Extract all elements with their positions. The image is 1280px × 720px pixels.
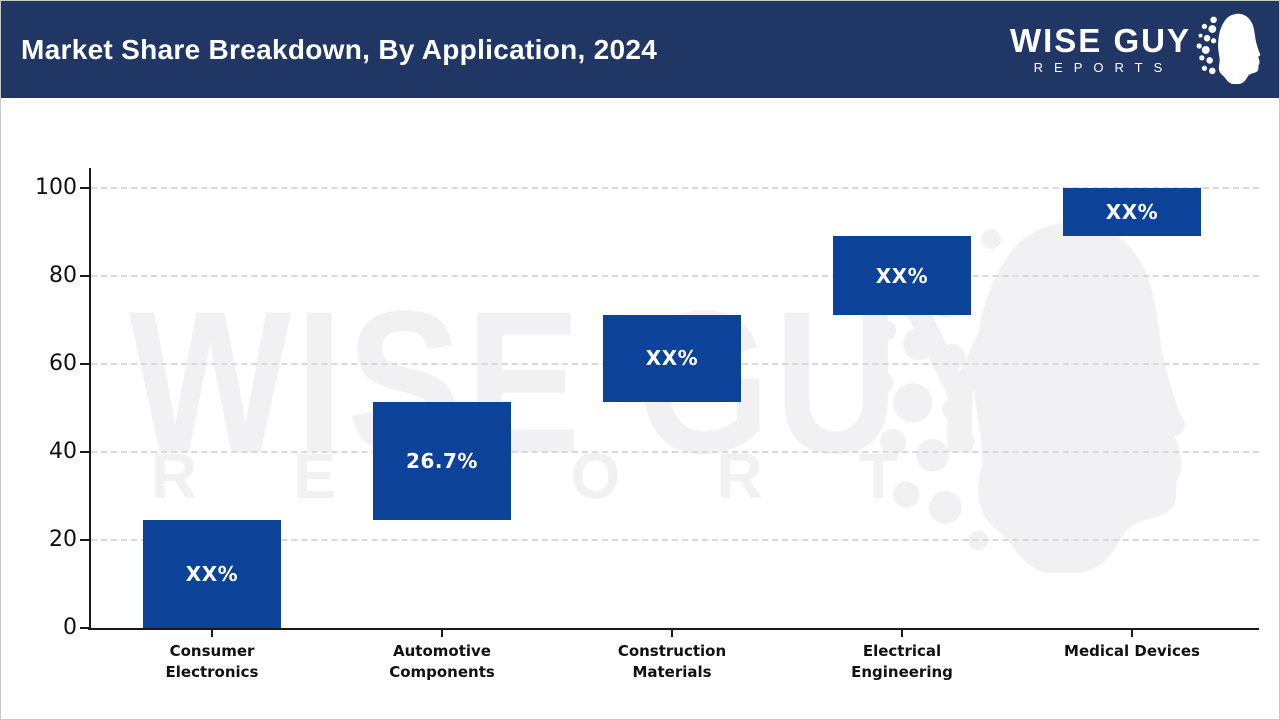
bar-value-label-consumer-electronics: XX% [185, 561, 239, 586]
gridline-80 [91, 275, 1259, 277]
x-tick-automotive-components [441, 630, 443, 637]
y-tick-60 [80, 363, 89, 365]
y-tick-80 [80, 275, 89, 277]
bar-value-label-electrical-engineering: XX% [875, 263, 929, 288]
y-tick-100 [80, 187, 89, 189]
logo-head-icon [1196, 13, 1261, 84]
page-title: Market Share Breakdown, By Application, … [21, 33, 658, 65]
x-axis-label-construction-materials: Construction Materials [552, 641, 792, 683]
x-axis-label-medical-devices: Medical Devices [1012, 641, 1252, 662]
x-axis-label-line: Construction [617, 642, 727, 660]
y-tick-40 [80, 451, 89, 453]
bar-consumer-electronics: XX% [143, 519, 281, 628]
y-tick-label-60: 60 [49, 351, 77, 376]
y-tick-label-100: 100 [35, 175, 77, 200]
logo-wordmark: WISE GUY [1009, 21, 1191, 59]
bar-automotive-components: 26.7% [373, 402, 511, 520]
logo-subtitle: REPORTS [1033, 59, 1174, 75]
x-axis-label-line: Consumer [169, 642, 255, 660]
bar-construction-materials: XX% [603, 314, 741, 403]
y-tick-label-0: 0 [63, 615, 77, 640]
x-axis-line [88, 628, 1259, 630]
x-axis-label-line: Components [389, 663, 495, 681]
x-tick-electrical-engineering [901, 630, 903, 637]
gridline-40 [91, 451, 1259, 453]
bar-electrical-engineering: XX% [833, 236, 971, 315]
x-axis-label-line: Electronics [165, 663, 259, 681]
x-axis-label-line: Electrical [862, 642, 942, 660]
y-tick-label-40: 40 [49, 439, 77, 464]
bar-medical-devices: XX% [1063, 188, 1201, 237]
y-tick-0 [80, 627, 89, 629]
x-axis-label-automotive-components: Automotive Components [322, 641, 562, 683]
x-tick-medical-devices [1131, 630, 1133, 637]
x-axis-label-line: Engineering [851, 663, 953, 681]
y-axis-line [89, 168, 91, 630]
bar-value-label-automotive-components: 26.7% [406, 449, 478, 473]
y-tick-20 [80, 539, 89, 541]
wise-guy-reports-logo: WISE GUY REPORTS [1009, 13, 1261, 84]
x-axis-label-line: Medical Devices [1064, 642, 1200, 660]
x-axis-label-consumer-electronics: Consumer Electronics [92, 641, 332, 683]
x-axis-label-line: Materials [632, 663, 712, 681]
y-tick-label-80: 80 [49, 263, 77, 288]
bar-value-label-medical-devices: XX% [1105, 200, 1159, 225]
gridline-100 [91, 187, 1259, 189]
y-tick-label-20: 20 [49, 527, 77, 552]
x-tick-consumer-electronics [211, 630, 213, 637]
gridline-20 [91, 539, 1259, 541]
x-axis-label-line: Automotive [393, 642, 491, 660]
x-axis-label-electrical-engineering: Electrical Engineering [782, 641, 1022, 683]
logo-text: WISE GUY REPORTS [1009, 21, 1191, 76]
bar-value-label-construction-materials: XX% [645, 346, 699, 371]
header-bar: Market Share Breakdown, By Application, … [1, 1, 1279, 98]
x-tick-construction-materials [671, 630, 673, 637]
